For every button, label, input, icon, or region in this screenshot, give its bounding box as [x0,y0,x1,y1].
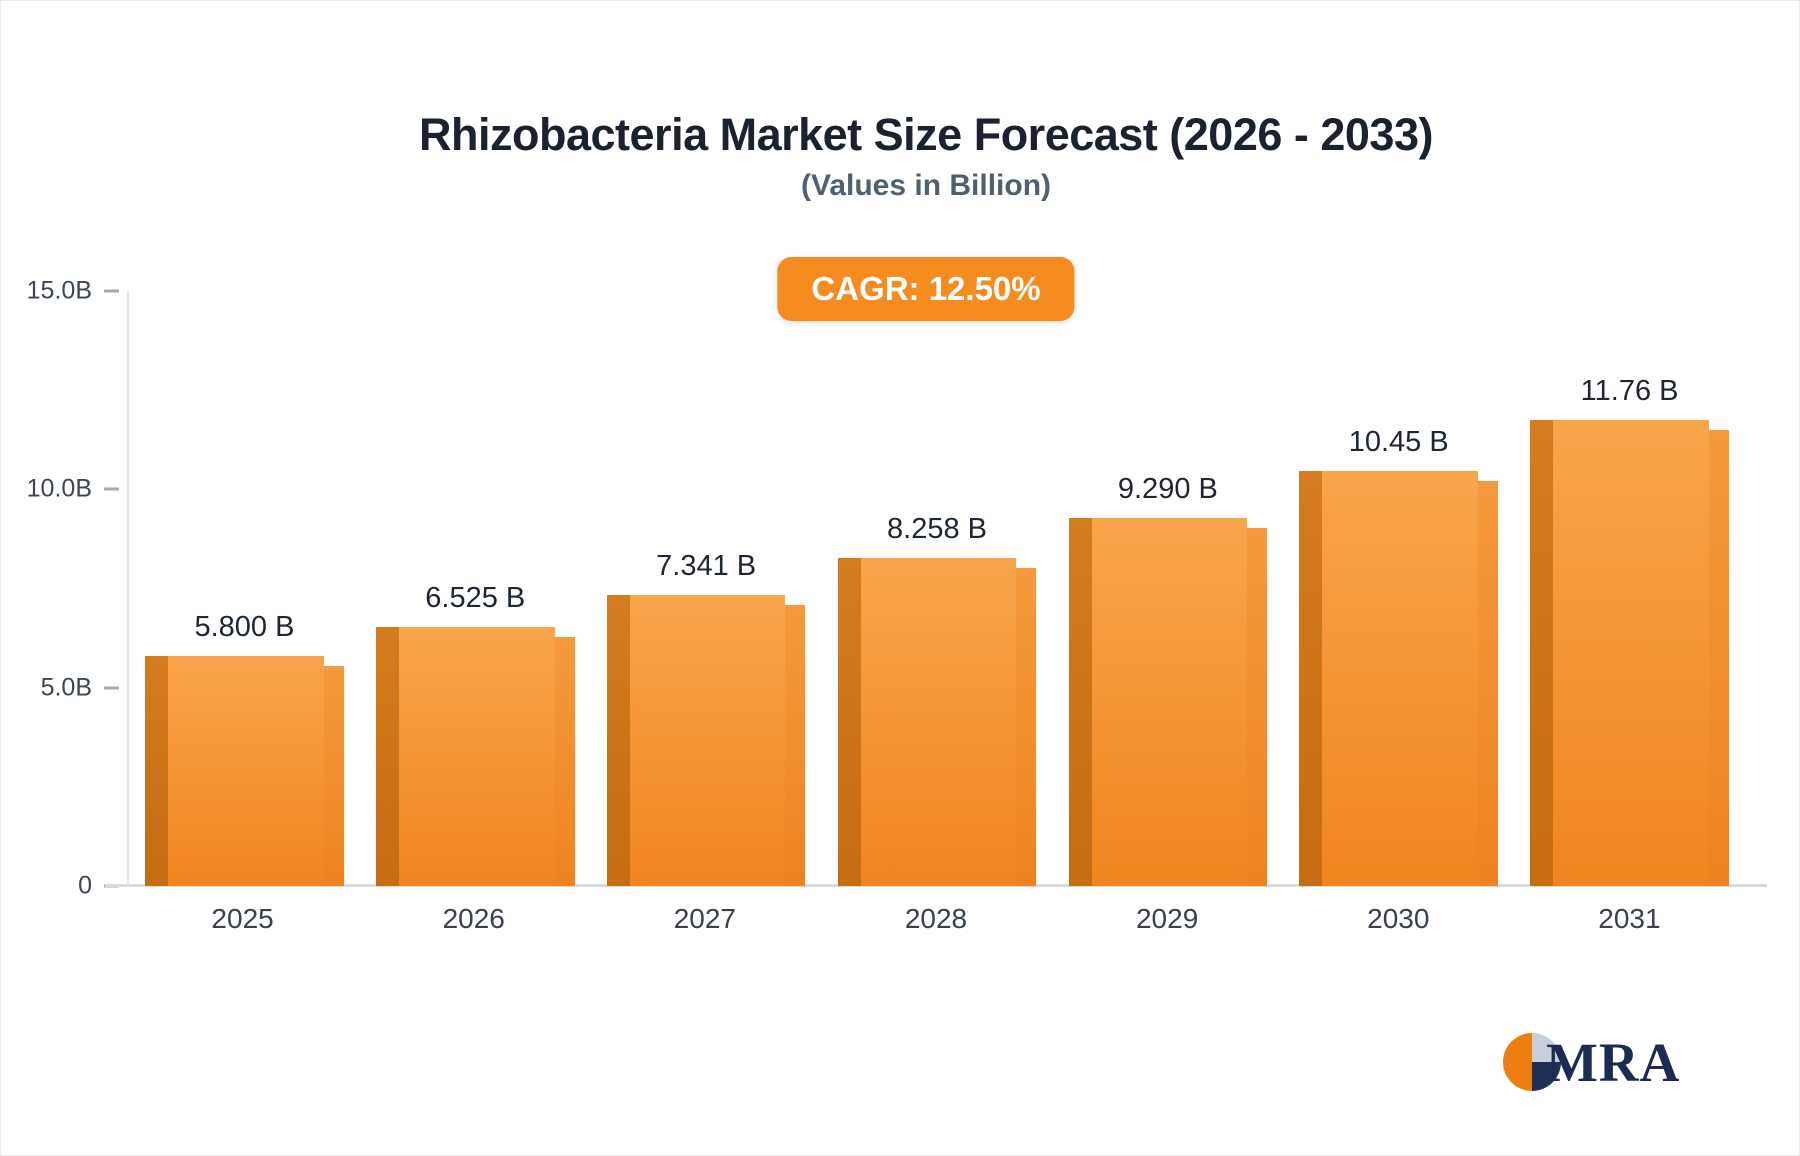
bar-column: 7.341 B [591,291,822,886]
bar-face [1553,419,1709,886]
bar-column: 6.525 B [360,291,591,886]
bar [606,594,806,886]
y-tick-mark [104,487,119,491]
bar-column: 5.800 B [129,291,360,886]
bar [1068,517,1268,886]
bar-column: 8.258 B [822,291,1053,886]
bar-value-label: 10.45 B [1348,426,1449,459]
bar-value-label: 11.76 B [1580,374,1679,407]
y-tick-mark [104,289,119,293]
bar-3d-left-side [606,594,630,886]
bar [1299,471,1498,886]
mra-logo: MRA [1503,1033,1680,1091]
x-tick-label: 2027 [673,903,736,934]
bar-3d-right-side [554,637,575,886]
bar-face [1091,517,1248,886]
y-tick-label: 5.0B [40,673,92,702]
bar [837,558,1037,886]
chart-title: Rhizobacteria Market Size Forecast (2026… [419,109,1433,160]
bar-value-label: 8.258 B [887,513,987,546]
bar [376,627,575,886]
cagr-badge: CAGR: 12.50% [777,257,1075,321]
bar-face [168,655,324,886]
x-tick-label: 2026 [442,903,505,934]
bar-face [860,558,1017,886]
y-tick: 10.0B [1,475,127,504]
y-tick-label: 0 [78,871,92,900]
bar-value-label: 5.800 B [194,610,295,643]
x-tick-label: 2025 [211,903,274,934]
bar-value-label: 6.525 B [425,582,526,615]
bar-3d-left-side [1299,471,1323,886]
x-tick-label: 2030 [1367,903,1430,934]
mra-logo-pie-icon [1503,1033,1561,1091]
y-axis: 15.0B 10.0B 5.0B 0 [1,277,127,900]
bar-3d-right-side [323,665,344,886]
plot-area: 5.800 B 6.525 B 7.341 B 8.258 B 9.290 B 10.45… [127,291,1745,886]
x-tick-label: 2029 [1135,903,1199,934]
x-tick-label: 2028 [904,903,968,934]
x-tick-label: 2031 [1598,903,1661,934]
bar [1530,419,1729,886]
bar-3d-left-side [1068,517,1092,886]
y-tick: 5.0B [1,673,127,702]
bar-3d-left-side [376,627,400,886]
mra-logo-text: MRA [1546,1031,1681,1093]
x-axis-labels: 2025 2026 2027 2028 2029 2030 2031 [127,903,1745,935]
bar-column: 10.45 B [1283,291,1514,886]
bar-face [1322,471,1478,886]
bar [145,655,344,886]
chart-subtitle: (Values in Billion) [800,169,1052,202]
bar-3d-right-side [1477,481,1498,886]
bar-column: 9.290 B [1052,291,1283,886]
bar-3d-right-side [1016,568,1037,886]
bar-3d-right-side [785,604,806,886]
bar-value-label: 9.290 B [1117,472,1218,505]
y-tick-label: 10.0B [26,474,92,503]
bar-3d-right-side [1708,429,1729,886]
bar-3d-left-side [837,558,861,886]
bar-value-label: 7.341 B [656,549,757,582]
y-tick-label: 15.0B [26,276,92,305]
bar-3d-left-side [145,655,169,886]
bar-3d-right-side [1247,527,1268,886]
cagr-badge-label: CAGR: 12.50% [811,270,1041,307]
bar-column: 11.76 B [1514,291,1745,886]
bar-3d-left-side [1530,419,1554,886]
y-tick: 15.0B [1,277,127,306]
bar-face [399,627,555,886]
y-tick-mark [104,686,119,690]
bar-face [629,594,786,886]
